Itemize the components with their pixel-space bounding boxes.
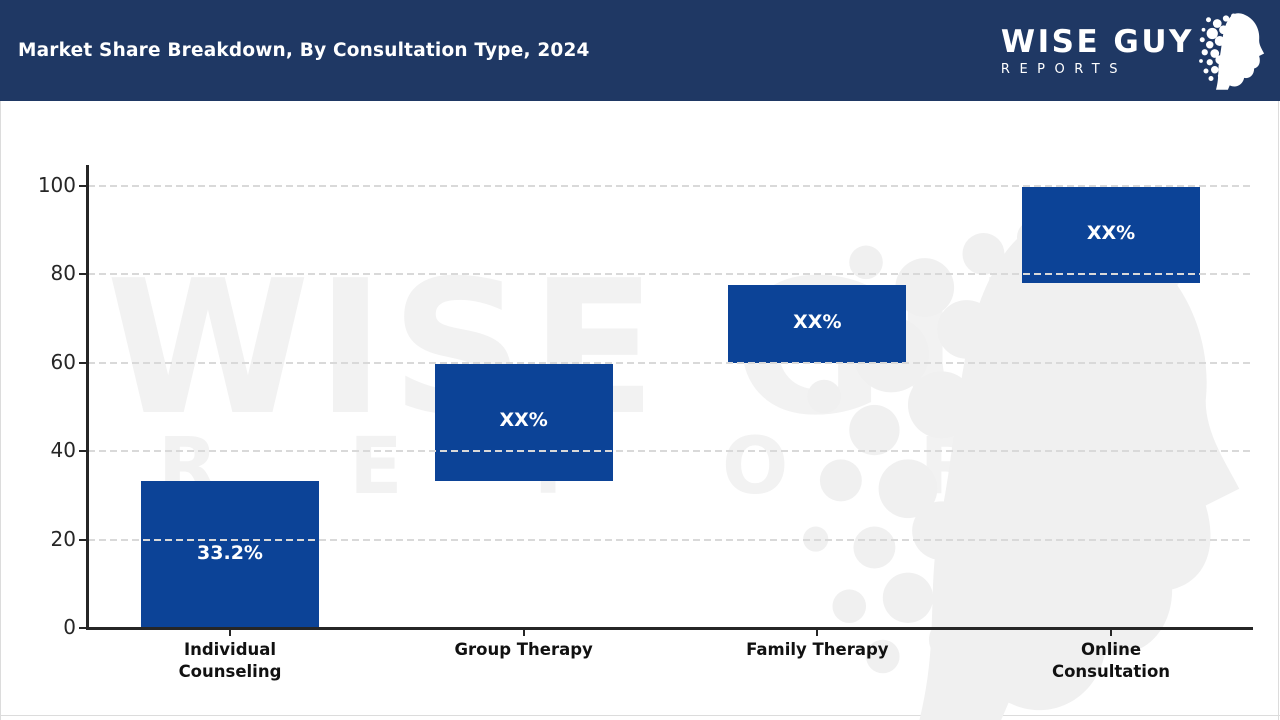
bar-segment — [434, 363, 613, 482]
y-tick-label: 20 — [50, 526, 76, 551]
logo-head-icon — [1196, 12, 1266, 90]
category-label-line: Counseling — [178, 662, 282, 681]
bar-value-label: XX% — [793, 310, 842, 333]
category-label-line: Family Therapy — [746, 640, 889, 659]
category-label-line: Consultation — [1051, 662, 1171, 681]
category-label-line: Individual — [183, 640, 277, 659]
logo-wordmark: WISE GUY REPORTS — [1000, 24, 1194, 77]
category-label: Family Therapy — [707, 639, 927, 661]
y-tick-mark — [79, 627, 86, 629]
category-label-line: Group Therapy — [454, 640, 593, 659]
gridline — [88, 361, 1253, 364]
y-tick-mark — [79, 450, 86, 453]
brand-logo: WISE GUY REPORTS — [1001, 12, 1280, 90]
y-axis-spine — [86, 165, 89, 630]
y-tick-mark — [79, 273, 86, 276]
category-label: Group Therapy — [414, 639, 634, 661]
y-tick-label: 0 — [63, 615, 76, 639]
y-tick-label: 40 — [50, 438, 76, 463]
frame-edge-right — [1278, 101, 1279, 720]
bar-value-label: XX% — [1086, 222, 1136, 245]
y-tick-mark — [79, 361, 86, 364]
y-tick-label: 80 — [50, 261, 76, 286]
watermark-head-icon — [782, 212, 1252, 720]
category-label-line: Online — [1080, 640, 1142, 659]
gridline — [88, 185, 1253, 187]
category-label: Online Consultation — [1001, 639, 1221, 683]
gridline — [88, 273, 1253, 276]
y-tick-mark — [79, 185, 86, 187]
frame-edge-bottom — [0, 715, 1280, 716]
gridline — [88, 538, 1253, 541]
frame-edge-left — [0, 101, 1, 720]
x-tick-mark — [229, 629, 231, 636]
category-label: Individual Counseling — [120, 639, 340, 683]
bar-segment — [141, 481, 319, 628]
x-tick-mark — [816, 629, 819, 636]
y-tick-label: 100 — [37, 173, 76, 197]
bar-value-label: XX% — [499, 409, 548, 432]
gridline — [88, 450, 1253, 453]
logo-subname: REPORTS — [1000, 62, 1128, 77]
bar-value-label: 33.2% — [197, 541, 263, 564]
bar-segment — [1022, 186, 1200, 284]
y-tick-mark — [79, 538, 86, 541]
bar-segment — [728, 284, 907, 363]
x-axis-spine — [86, 627, 1253, 630]
header-bar: Market Share Breakdown, By Consultation … — [0, 0, 1280, 101]
y-tick-label: 60 — [50, 349, 76, 374]
chart-title: Market Share Breakdown, By Consultation … — [18, 40, 590, 61]
x-tick-mark — [1110, 629, 1112, 636]
logo-name: WISE GUY — [1000, 24, 1194, 60]
x-tick-mark — [522, 629, 525, 636]
